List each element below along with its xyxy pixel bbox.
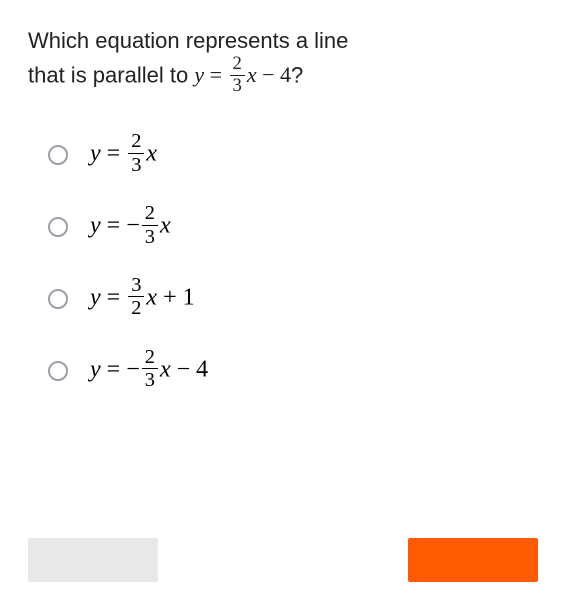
opt-eq: = [101, 284, 127, 310]
opt-tail: + 1 [157, 284, 195, 310]
opt-eq: = [101, 213, 127, 239]
eq-tail: − 4 [257, 62, 291, 87]
question-line1: Which equation represents a line [28, 28, 348, 53]
radio-icon [48, 289, 68, 309]
opt-x: x [146, 141, 157, 167]
option-1[interactable]: y = 23x [48, 133, 538, 177]
opt-num: 2 [128, 131, 144, 152]
opt-num: 2 [142, 203, 158, 224]
opt-den: 3 [128, 153, 144, 175]
radio-icon [48, 145, 68, 165]
opt-y: y [90, 284, 101, 310]
question-equation: y = 23x − 4 [194, 62, 291, 87]
option-3[interactable]: y = 32x + 1 [48, 277, 538, 321]
opt-frac: 23 [142, 347, 158, 391]
opt-y: y [90, 213, 101, 239]
opt-y: y [90, 141, 101, 167]
option-4[interactable]: y = −23x − 4 [48, 349, 538, 393]
opt-num: 3 [128, 275, 144, 296]
opt-den: 2 [128, 296, 144, 318]
option-2-label: y = −23x [90, 205, 171, 249]
eq-frac-den: 3 [230, 75, 245, 96]
eq-x: x [247, 62, 257, 87]
options-list: y = 23x y = −23x y = 32x + 1 y = −23x − … [28, 133, 538, 392]
opt-frac: 32 [128, 275, 144, 319]
opt-x: x [160, 356, 171, 382]
eq-fraction: 23 [230, 55, 245, 95]
question-text: Which equation represents a line that is… [28, 24, 538, 97]
back-button[interactable] [28, 538, 158, 582]
opt-neg: − [126, 213, 140, 239]
question-container: Which equation represents a line that is… [0, 0, 566, 393]
radio-icon [48, 217, 68, 237]
opt-eq: = [101, 141, 127, 167]
opt-num: 2 [142, 347, 158, 368]
radio-icon [48, 361, 68, 381]
question-line2-prefix: that is parallel to [28, 62, 194, 87]
option-1-label: y = 23x [90, 133, 157, 177]
footer-buttons [0, 538, 566, 582]
opt-x: x [146, 284, 157, 310]
eq-equals: = [204, 62, 227, 87]
opt-frac: 23 [128, 131, 144, 175]
opt-y: y [90, 356, 101, 382]
opt-neg: − [126, 356, 140, 382]
option-3-label: y = 32x + 1 [90, 277, 195, 321]
next-button[interactable] [408, 538, 538, 582]
opt-den: 3 [142, 225, 158, 247]
option-4-label: y = −23x − 4 [90, 349, 208, 393]
opt-frac: 23 [142, 203, 158, 247]
opt-den: 3 [142, 368, 158, 390]
eq-frac-num: 2 [230, 55, 245, 75]
eq-y: y [194, 62, 204, 87]
option-2[interactable]: y = −23x [48, 205, 538, 249]
opt-eq: = [101, 356, 127, 382]
opt-x: x [160, 213, 171, 239]
question-mark: ? [291, 62, 303, 87]
opt-tail: − 4 [171, 356, 209, 382]
